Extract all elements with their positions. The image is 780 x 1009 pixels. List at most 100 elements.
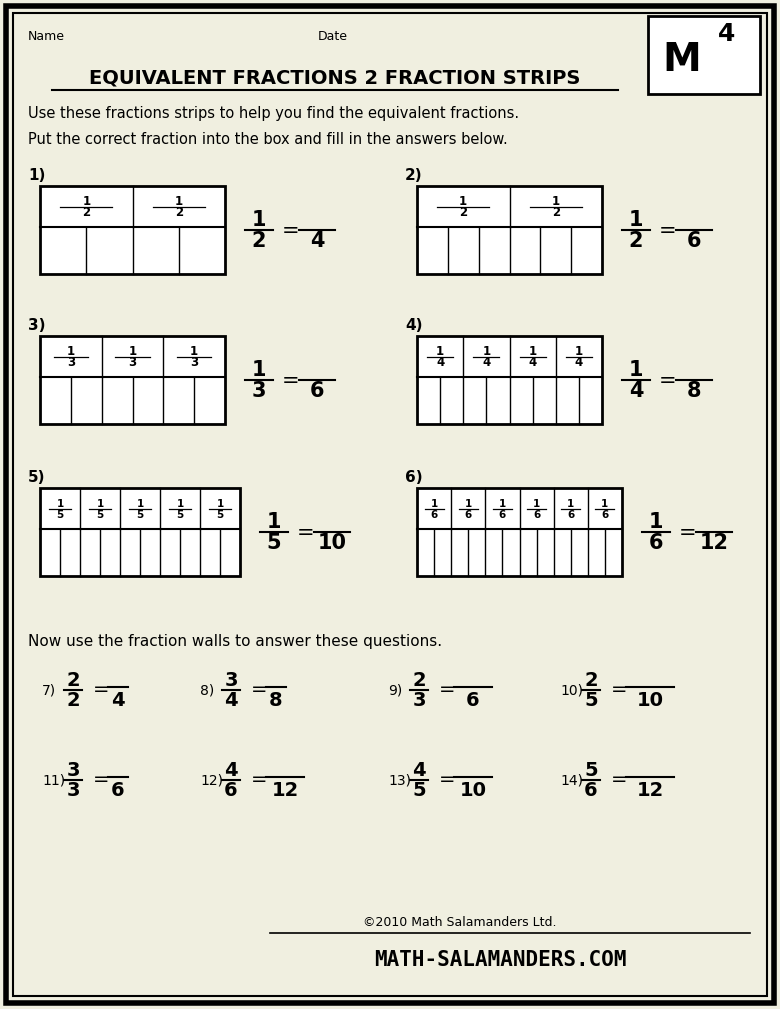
- Text: 6: 6: [601, 510, 608, 520]
- Text: Date: Date: [318, 30, 348, 43]
- Text: 3: 3: [190, 356, 198, 369]
- Text: 3: 3: [413, 691, 426, 710]
- Text: 2: 2: [82, 206, 90, 219]
- Text: 3: 3: [66, 782, 80, 800]
- Text: 1: 1: [176, 498, 183, 509]
- Text: 5: 5: [56, 510, 64, 520]
- Text: 1: 1: [267, 512, 282, 532]
- Text: 1: 1: [551, 195, 560, 208]
- Text: =: =: [251, 771, 268, 789]
- Text: 8: 8: [269, 691, 283, 710]
- Text: 5: 5: [267, 533, 282, 553]
- Text: Use these fractions strips to help you find the equivalent fractions.: Use these fractions strips to help you f…: [28, 106, 519, 121]
- Bar: [417, 336, 602, 424]
- Text: 6: 6: [686, 231, 701, 251]
- Text: 11): 11): [42, 773, 65, 787]
- Text: 1: 1: [436, 345, 444, 358]
- Text: 1: 1: [129, 345, 136, 358]
- Text: 1: 1: [567, 498, 574, 509]
- Text: 1: 1: [575, 345, 583, 358]
- Text: 4: 4: [412, 761, 426, 780]
- Text: 2: 2: [629, 231, 644, 251]
- Text: M: M: [663, 41, 701, 79]
- Text: 5: 5: [176, 510, 183, 520]
- Text: 2: 2: [175, 206, 183, 219]
- Text: 4: 4: [112, 691, 125, 710]
- Text: 1: 1: [498, 498, 506, 509]
- Text: 1: 1: [629, 210, 644, 230]
- Text: 1: 1: [175, 195, 183, 208]
- Text: Name: Name: [28, 30, 65, 43]
- Bar: [40, 488, 240, 576]
- Text: 6: 6: [649, 533, 663, 553]
- Text: 3: 3: [252, 381, 266, 401]
- Text: 3: 3: [66, 761, 80, 780]
- Text: 1): 1): [28, 169, 45, 183]
- Text: 5: 5: [584, 761, 597, 780]
- Text: 12): 12): [200, 773, 223, 787]
- Text: 10: 10: [317, 533, 346, 553]
- Text: 10: 10: [459, 782, 487, 800]
- Text: 6: 6: [584, 782, 597, 800]
- Text: 6: 6: [310, 381, 324, 401]
- Text: 3): 3): [28, 318, 45, 333]
- Text: =: =: [659, 221, 676, 241]
- Text: 4: 4: [224, 691, 238, 710]
- Text: 6: 6: [465, 510, 472, 520]
- Text: 6: 6: [498, 510, 506, 520]
- Text: 2: 2: [412, 671, 426, 689]
- Text: 1: 1: [529, 345, 537, 358]
- Text: =: =: [439, 771, 456, 789]
- Text: 1: 1: [252, 210, 266, 230]
- Text: 2: 2: [551, 206, 560, 219]
- Text: 5: 5: [97, 510, 104, 520]
- Text: =: =: [611, 680, 627, 699]
- Bar: [40, 186, 225, 274]
- Text: 5: 5: [412, 782, 426, 800]
- Text: 6: 6: [567, 510, 574, 520]
- Text: 9): 9): [388, 683, 402, 697]
- Text: MATH-SALAMANDERS.COM: MATH-SALAMANDERS.COM: [374, 950, 626, 970]
- Text: 12: 12: [271, 782, 299, 800]
- Text: 8): 8): [200, 683, 215, 697]
- Text: 4: 4: [482, 356, 491, 369]
- Text: 12: 12: [636, 782, 664, 800]
- Text: 6: 6: [466, 691, 480, 710]
- Text: 13): 13): [388, 773, 411, 787]
- Text: 1: 1: [533, 498, 541, 509]
- Text: 4: 4: [436, 356, 445, 369]
- Bar: [417, 186, 602, 274]
- Text: =: =: [439, 680, 456, 699]
- Text: 4: 4: [575, 356, 583, 369]
- Text: 1: 1: [190, 345, 198, 358]
- Text: 4: 4: [718, 22, 736, 46]
- Text: 1: 1: [465, 498, 472, 509]
- Text: 1: 1: [649, 512, 663, 532]
- Text: 1: 1: [97, 498, 104, 509]
- Text: 3: 3: [129, 356, 136, 369]
- Text: 4: 4: [529, 356, 537, 369]
- Bar: [417, 488, 622, 576]
- Text: 1: 1: [136, 498, 144, 509]
- Text: =: =: [93, 771, 109, 789]
- Text: 4): 4): [405, 318, 423, 333]
- Text: 1: 1: [482, 345, 491, 358]
- Text: 1: 1: [216, 498, 224, 509]
- Text: 10: 10: [636, 691, 664, 710]
- Text: =: =: [679, 523, 697, 543]
- Text: =: =: [297, 523, 314, 543]
- Text: 2: 2: [66, 691, 80, 710]
- Text: 4: 4: [224, 761, 238, 780]
- Text: 5: 5: [216, 510, 224, 520]
- Text: EQUIVALENT FRACTIONS 2 FRACTION STRIPS: EQUIVALENT FRACTIONS 2 FRACTION STRIPS: [90, 68, 580, 87]
- Text: 1: 1: [82, 195, 90, 208]
- Text: 8: 8: [686, 381, 701, 401]
- Text: Now use the fraction walls to answer these questions.: Now use the fraction walls to answer the…: [28, 634, 442, 649]
- Text: 10): 10): [560, 683, 583, 697]
- Text: 5: 5: [136, 510, 144, 520]
- Text: =: =: [659, 371, 676, 391]
- Text: 1: 1: [601, 498, 608, 509]
- Text: 6: 6: [431, 510, 438, 520]
- Text: 14): 14): [560, 773, 583, 787]
- Text: 7): 7): [42, 683, 56, 697]
